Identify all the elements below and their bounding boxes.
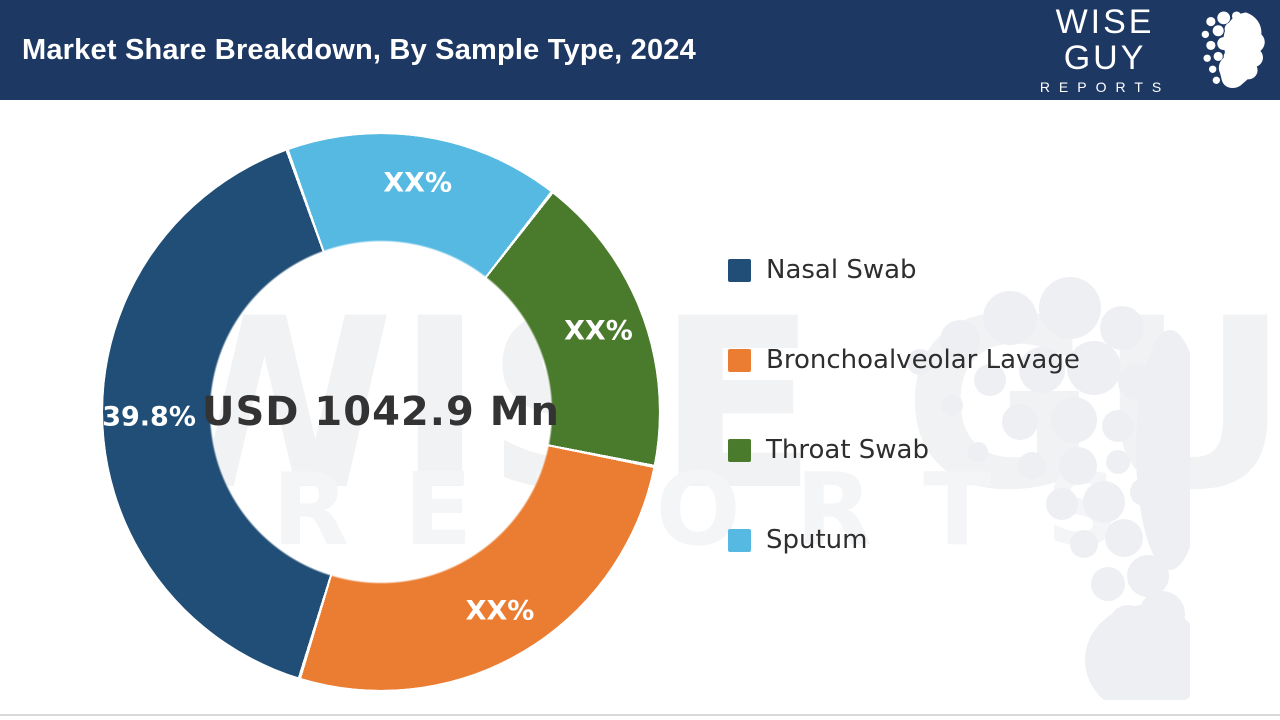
- chart-area: WISE GUY REPORTS XX%XX%XX%39.8% USD 1042…: [0, 100, 1280, 716]
- donut-chart: [103, 134, 659, 690]
- legend: Nasal Swab Bronchoalveolar Lavage Throat S…: [728, 250, 1080, 610]
- legend-label: Nasal Swab: [766, 255, 917, 285]
- logo-face-icon: [1201, 11, 1265, 89]
- logo-wordmark: WISE GUY: [1055, 3, 1155, 77]
- watermark-face-icon: [907, 277, 1190, 700]
- logo-subtitle: REPORTS: [1039, 79, 1171, 95]
- logo-text: WISE GUY REPORTS: [1016, 4, 1194, 96]
- legend-label: Throat Swab: [766, 435, 929, 465]
- legend-item-bronchoalveolar-lavage: Bronchoalveolar Lavage: [728, 340, 1080, 380]
- legend-swatch: [728, 438, 751, 462]
- header-bar: Market Share Breakdown, By Sample Type, …: [0, 0, 1280, 100]
- page-title: Market Share Breakdown, By Sample Type, …: [22, 33, 696, 66]
- legend-item-throat-swab: Throat Swab: [728, 430, 1080, 470]
- legend-swatch: [728, 528, 751, 552]
- donut-center-value: USD 1042.9 Mn: [202, 389, 560, 435]
- legend-item-nasal-swab: Nasal Swab: [728, 250, 1080, 290]
- legend-swatch: [728, 258, 751, 282]
- wise-guy-logo: WISE GUY REPORTS: [1016, 4, 1266, 96]
- legend-label: Sputum: [766, 525, 868, 555]
- legend-label: Bronchoalveolar Lavage: [766, 345, 1080, 375]
- legend-swatch: [728, 348, 751, 372]
- legend-item-sputum: Sputum: [728, 520, 1080, 560]
